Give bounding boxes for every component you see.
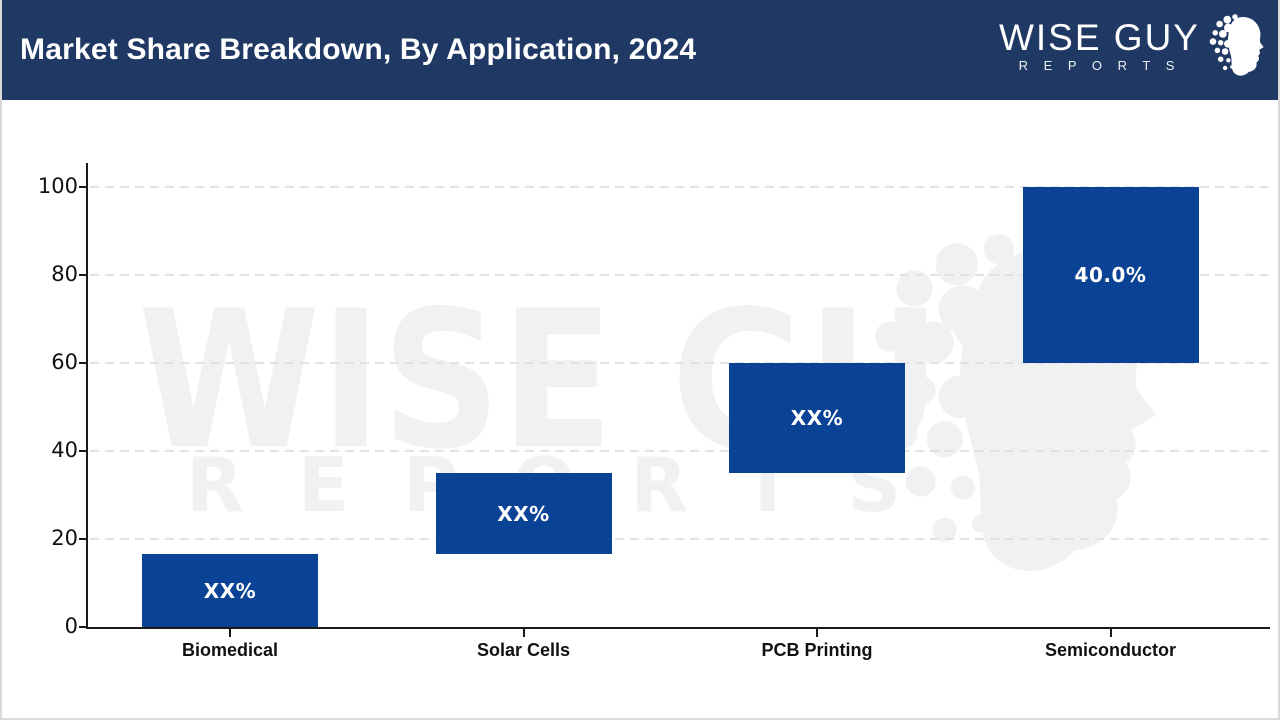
y-gridline bbox=[90, 274, 1268, 276]
bar-value-label: XX% bbox=[203, 578, 257, 603]
y-tick-label: 20 bbox=[51, 526, 78, 550]
y-tick-mark bbox=[79, 626, 88, 628]
chart-title: Market Share Breakdown, By Application, … bbox=[20, 33, 697, 66]
y-gridline bbox=[90, 186, 1268, 188]
y-tick-mark bbox=[79, 362, 88, 364]
bar-value-label: XX% bbox=[790, 406, 844, 430]
y-gridline bbox=[90, 450, 1268, 452]
bar-segment: XX% bbox=[729, 363, 905, 473]
y-tick-label: 40 bbox=[51, 438, 78, 462]
x-tick-mark bbox=[1109, 629, 1112, 637]
bar-segment: XX% bbox=[142, 554, 318, 627]
x-tick-mark bbox=[816, 629, 818, 637]
logo-wordmark: WISE GUY bbox=[998, 16, 1200, 58]
header-bar: Market Share Breakdown, By Application, … bbox=[0, 0, 1280, 100]
bar-segment: 40.0% bbox=[1022, 187, 1199, 363]
y-tick-label: 80 bbox=[51, 262, 78, 286]
x-category-label: Semiconductor bbox=[1044, 640, 1177, 660]
bar-value-label: 40.0% bbox=[1074, 263, 1147, 287]
logo-reports-label: R E P O R T S bbox=[1018, 58, 1181, 74]
y-tick-label: 100 bbox=[37, 174, 78, 198]
x-category-label: PCB Printing bbox=[761, 640, 873, 660]
y-gridline bbox=[90, 538, 1268, 540]
y-tick-label: 60 bbox=[51, 350, 78, 374]
wise-guy-reports-logo: WISE GUY R E P O R T S bbox=[999, 6, 1268, 86]
y-tick-mark bbox=[79, 186, 88, 188]
logo-text: WISE GUY R E P O R T S bbox=[998, 16, 1200, 74]
x-category-label: Biomedical bbox=[181, 640, 279, 660]
bar-segment: XX% bbox=[435, 473, 612, 555]
y-axis-line bbox=[86, 163, 88, 629]
x-tick-mark bbox=[229, 629, 231, 637]
y-gridline bbox=[90, 362, 1268, 364]
y-tick-mark bbox=[79, 274, 88, 276]
y-tick-mark bbox=[79, 538, 88, 540]
y-tick-mark bbox=[79, 450, 88, 452]
x-category-label: Solar Cells bbox=[476, 640, 571, 660]
x-tick-mark bbox=[522, 629, 525, 637]
logo-head-dots-icon bbox=[1202, 6, 1268, 86]
y-tick-label: 0 bbox=[64, 614, 78, 638]
bar-value-label: XX% bbox=[497, 501, 550, 526]
x-axis-line bbox=[86, 627, 1270, 629]
